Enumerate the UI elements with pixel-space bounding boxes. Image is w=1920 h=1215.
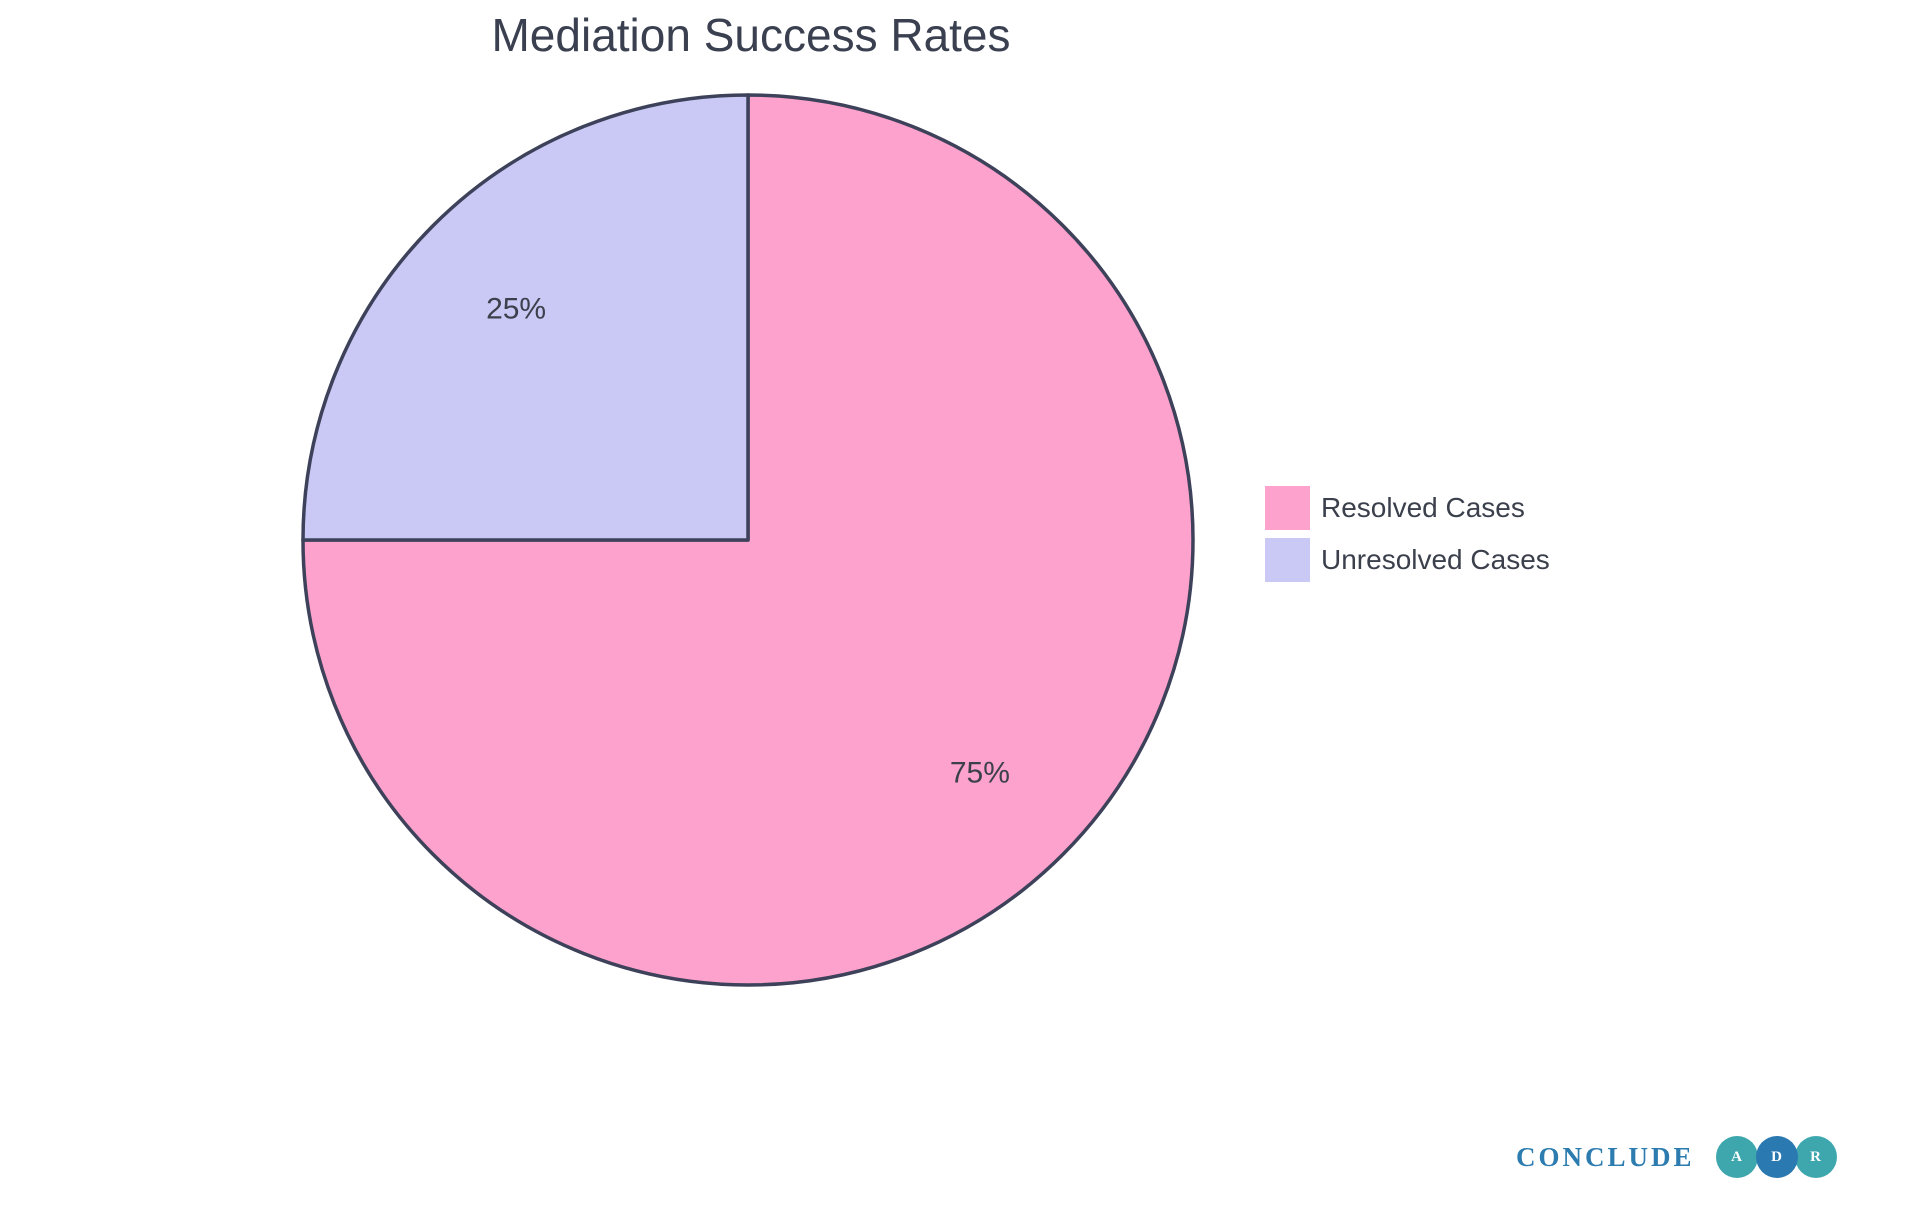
brand-badge-r: R — [1794, 1136, 1837, 1178]
slice-label-0: 75% — [950, 756, 1010, 789]
legend: Resolved Cases Unresolved Cases — [1265, 486, 1550, 582]
legend-item-unresolved: Unresolved Cases — [1265, 538, 1550, 582]
pie-chart: 75% 25% — [301, 93, 1195, 987]
brand-badge-d: D — [1755, 1136, 1798, 1178]
brand-logo: CONCLUDE A D R — [1516, 1131, 1837, 1183]
legend-label-unresolved-cases: Unresolved Cases — [1321, 544, 1550, 575]
slice-label-1: 25% — [486, 293, 546, 326]
chart-title: Mediation Success Rates — [491, 9, 1011, 61]
brand-wordmark: CONCLUDE — [1516, 1141, 1695, 1172]
legend-swatch-resolved-cases — [1265, 486, 1310, 530]
brand-badge-group: A D R — [1715, 1136, 1837, 1178]
legend-swatch-unresolved-cases — [1265, 538, 1310, 582]
pie-slice-1 — [301, 93, 750, 542]
brand-badge-a: A — [1715, 1136, 1758, 1178]
legend-label-resolved-cases: Resolved Cases — [1321, 492, 1525, 523]
legend-item-resolved: Resolved Cases — [1265, 486, 1550, 530]
